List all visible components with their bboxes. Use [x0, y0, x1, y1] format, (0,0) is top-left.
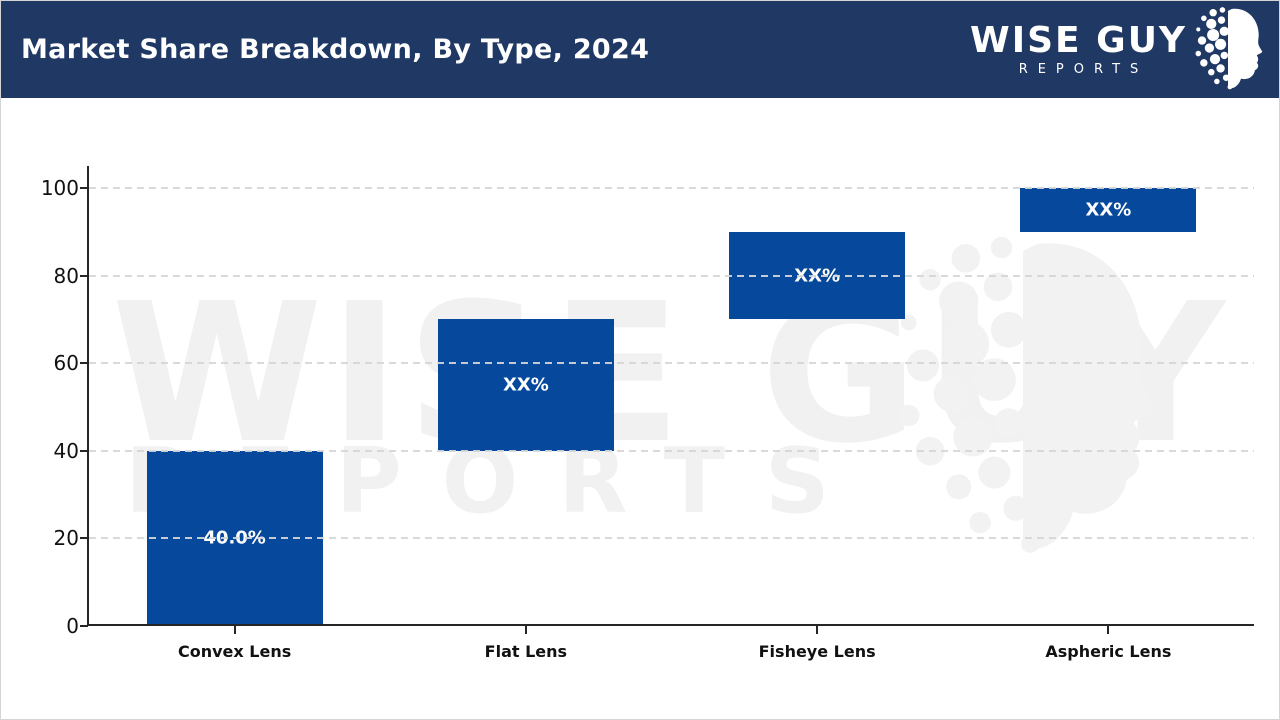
y-tick-mark: [80, 274, 88, 277]
y-tick-mark: [80, 187, 88, 189]
y-tick-label: 60: [53, 351, 79, 376]
brand-logo-text: WISE GUY REPORTS: [969, 19, 1187, 77]
x-tick-mark: [524, 626, 527, 634]
x-axis-spine: [87, 624, 1254, 626]
x-tick-mark: [816, 626, 819, 634]
brand-subtitle: REPORTS: [1018, 61, 1149, 77]
bar-value-label: XX%: [502, 374, 549, 396]
y-tick-mark: [80, 537, 88, 540]
y-tick-label: 100: [40, 176, 79, 200]
y-tick-label: 80: [53, 263, 79, 288]
y-tick-mark: [80, 362, 88, 365]
watermark-head-icon: [873, 223, 1173, 569]
y-tick-mark: [80, 625, 88, 627]
x-axis-category-label: Flat Lens: [484, 642, 568, 661]
gridline: [89, 362, 1254, 365]
bar-flat-lens: [437, 319, 614, 451]
y-tick-label: 20: [53, 526, 79, 551]
y-axis-spine: [87, 166, 89, 626]
x-axis-category-label: Convex Lens: [177, 642, 292, 661]
brand-name: WISE GUY: [969, 19, 1187, 61]
head-profile-icon: [1189, 5, 1267, 95]
y-tick-label: 40: [53, 438, 79, 463]
bar-aspheric-lens: [1020, 188, 1197, 232]
gridline: [89, 537, 1254, 540]
x-axis-category-label: Fisheye Lens: [758, 642, 876, 661]
gridline: [89, 274, 1254, 277]
y-tick-mark: [80, 449, 88, 452]
bar-value-label: XX%: [1085, 199, 1132, 221]
gridline: [89, 449, 1254, 452]
x-tick-mark: [233, 626, 236, 634]
x-tick-mark: [1107, 626, 1110, 634]
page-title: Market Share Breakdown, By Type, 2024: [21, 34, 650, 65]
x-axis-category-label: Aspheric Lens: [1045, 642, 1172, 661]
header-bar: Market Share Breakdown, By Type, 2024 WI…: [1, 1, 1279, 98]
gridline: [89, 187, 1254, 189]
y-tick-label: 0: [66, 614, 79, 638]
brand-logo: WISE GUY REPORTS: [970, 5, 1267, 95]
